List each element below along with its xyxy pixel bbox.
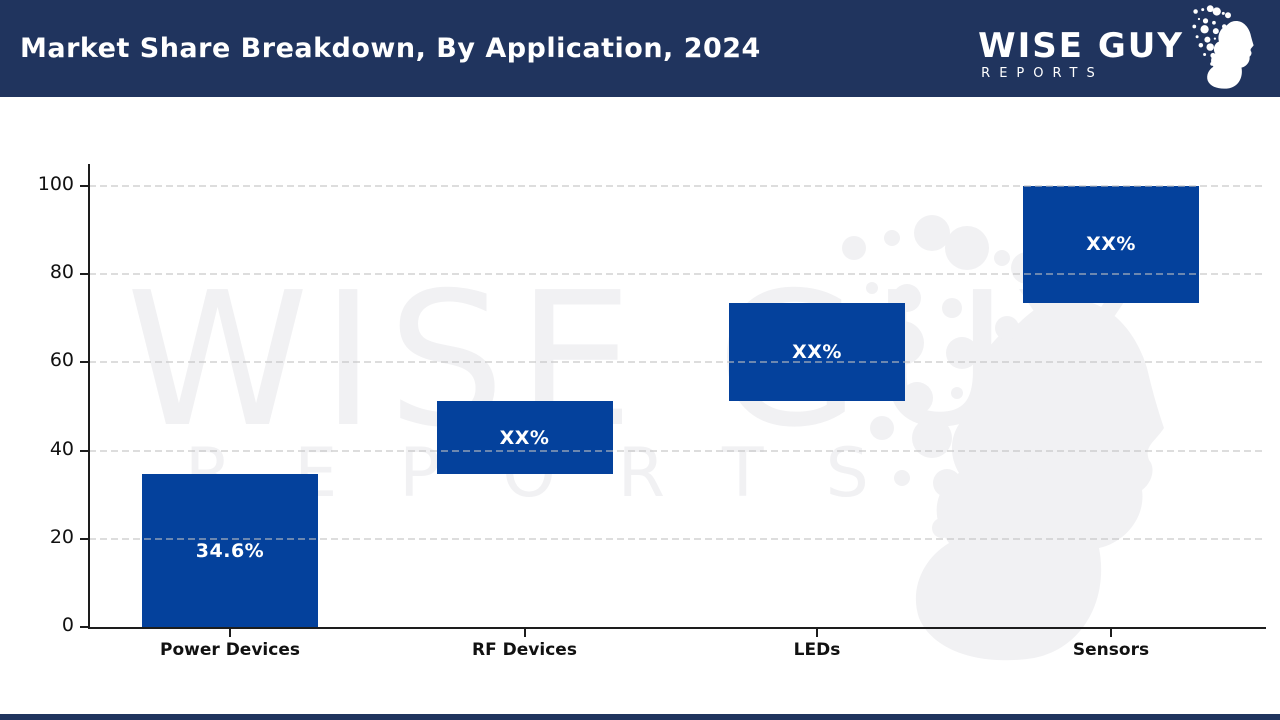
header: Market Share Breakdown, By Application, … bbox=[0, 0, 1280, 97]
y-tick bbox=[80, 626, 88, 628]
x-tick bbox=[229, 629, 231, 637]
x-category-label: RF Devices bbox=[472, 640, 577, 660]
y-tick-label: 0 bbox=[61, 614, 74, 636]
y-tick bbox=[80, 273, 88, 276]
bar-segment: XX% bbox=[729, 302, 905, 402]
logo-text: WISE GUY REPORTS bbox=[978, 26, 1184, 81]
footer-bar bbox=[0, 714, 1280, 720]
bar-value-label: XX% bbox=[792, 341, 842, 364]
logo-face-icon bbox=[1184, 4, 1272, 92]
bar-segment: 34.6% bbox=[142, 474, 318, 627]
gridline bbox=[89, 537, 1266, 540]
y-tick-label: 80 bbox=[49, 261, 74, 284]
page-title: Market Share Breakdown, By Application, … bbox=[20, 33, 761, 64]
y-tick bbox=[80, 537, 88, 540]
brand-logo: WISE GUY REPORTS bbox=[978, 4, 1272, 92]
y-tick bbox=[80, 185, 88, 187]
x-category-label: Power Devices bbox=[160, 640, 300, 660]
y-tick-label: 20 bbox=[49, 525, 74, 548]
gridline bbox=[89, 185, 1266, 187]
bar-value-label: XX% bbox=[499, 426, 550, 449]
x-tick bbox=[1110, 629, 1112, 637]
gridline bbox=[89, 449, 1266, 452]
y-tick bbox=[80, 361, 88, 364]
y-tick bbox=[80, 449, 88, 452]
y-tick-label: 100 bbox=[37, 173, 74, 195]
bar-value-label: 34.6% bbox=[195, 539, 265, 562]
y-tick-label: 60 bbox=[49, 349, 74, 372]
bar-segment: XX% bbox=[436, 401, 613, 475]
logo-subtitle: REPORTS bbox=[981, 65, 1104, 81]
x-axis-line bbox=[88, 627, 1266, 629]
y-axis-line bbox=[88, 164, 90, 629]
gridline bbox=[89, 361, 1266, 364]
x-tick bbox=[816, 629, 818, 637]
bar-value-label: XX% bbox=[1086, 233, 1136, 256]
x-tick bbox=[523, 629, 526, 637]
logo-wordmark: WISE GUY bbox=[978, 26, 1184, 67]
y-tick-label: 40 bbox=[49, 437, 74, 460]
x-category-label: LEDs bbox=[793, 640, 841, 660]
gridline bbox=[89, 273, 1266, 276]
bar-segment: XX% bbox=[1023, 186, 1199, 303]
x-category-label: Sensors bbox=[1072, 640, 1150, 660]
